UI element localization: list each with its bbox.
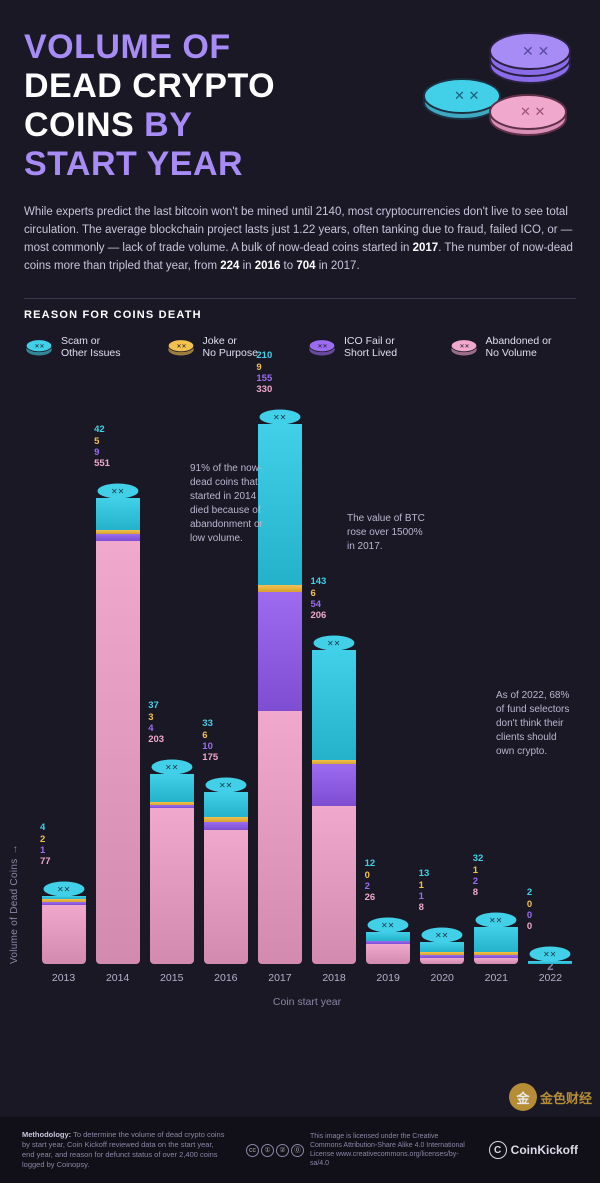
svg-text:✕✕: ✕✕ [219, 781, 232, 790]
svg-text:✕✕: ✕✕ [176, 344, 186, 350]
svg-text:✕ ✕: ✕ ✕ [454, 88, 479, 103]
svg-text:✕✕: ✕✕ [327, 639, 340, 648]
bar-2022: 2✕✕20222000 [525, 961, 576, 964]
svg-text:✕✕: ✕✕ [111, 487, 124, 496]
cc-license: cc①②⓪ This image is licensed under the C… [246, 1132, 471, 1168]
year-label: 2022 [539, 972, 562, 984]
svg-text:✕✕: ✕✕ [35, 344, 45, 350]
footer: Methodology: To determine the volume of … [0, 1117, 600, 1183]
year-label: 2013 [52, 972, 75, 984]
value-labels: 2109155330 [256, 350, 272, 396]
seg-aban [420, 958, 464, 964]
svg-text:✕✕: ✕✕ [435, 931, 448, 940]
coin-icon-scam: ✕✕ [24, 336, 54, 358]
year-label: 2021 [485, 972, 508, 984]
watermark: 金 金色财经 [509, 1083, 592, 1111]
coins-illustration: ✕ ✕ ✕ ✕ ✕ ✕ [400, 20, 580, 150]
svg-text:✕✕: ✕✕ [381, 921, 394, 930]
svg-text:✕✕: ✕✕ [459, 344, 469, 350]
bar-2016: 224✕✕201633610175 [200, 792, 251, 964]
intro-paragraph: While experts predict the last bitcoin w… [24, 204, 576, 275]
y-axis-label: Volume of Dead Coins [9, 844, 20, 964]
bar-2013: 84✕✕201342177 [38, 896, 89, 964]
svg-text:✕ ✕: ✕ ✕ [520, 104, 545, 119]
coin-icon-joke: ✕✕ [166, 336, 196, 358]
seg-ico [204, 822, 248, 830]
coin-icon-aban: ✕✕ [449, 336, 479, 358]
seg-ico [96, 534, 140, 541]
value-labels: 4259551 [94, 424, 110, 470]
chart: Volume of Dead Coins 84✕✕201342177607✕✕2… [24, 384, 576, 1014]
seg-aban [258, 711, 302, 964]
methodology-text: Methodology: To determine the volume of … [22, 1130, 228, 1171]
brand-logo: C CoinKickoff [489, 1141, 578, 1159]
legend-title: REASON FOR COINS DEATH [24, 298, 576, 321]
seg-aban [96, 541, 140, 964]
value-labels: 33610175 [202, 718, 218, 764]
legend-item-scam: ✕✕Scam orOther Issues [24, 335, 152, 360]
callout: The value of BTC rose over 1500% in 2017… [347, 512, 425, 554]
year-label: 2015 [160, 972, 183, 984]
svg-text:✕✕: ✕✕ [318, 344, 328, 350]
bar-2019: 40✕✕2019120226 [363, 932, 414, 964]
value-labels: 13118 [419, 868, 430, 914]
seg-aban [42, 905, 86, 964]
year-label: 2014 [106, 972, 129, 984]
bar-2014: 607✕✕20144259551 [92, 498, 143, 964]
bar-2015: 247✕✕20153734203 [146, 774, 197, 964]
seg-joke [258, 585, 302, 592]
year-label: 2017 [268, 972, 291, 984]
legend-item-ico: ✕✕ICO Fail orShort Lived [307, 335, 435, 360]
svg-text:✕✕: ✕✕ [489, 916, 502, 925]
value-labels: 2000 [527, 887, 532, 933]
seg-aban [204, 830, 248, 964]
seg-aban [366, 944, 410, 964]
cc-icon: cc①②⓪ [246, 1143, 304, 1157]
seg-scam [150, 774, 194, 802]
svg-text:✕✕: ✕✕ [273, 413, 286, 422]
svg-text:✕ ✕: ✕ ✕ [522, 43, 549, 59]
svg-text:✕✕: ✕✕ [57, 885, 70, 894]
year-label: 2016 [214, 972, 237, 984]
seg-scam [96, 498, 140, 530]
value-labels: 120226 [365, 858, 376, 904]
seg-scam [420, 942, 464, 952]
svg-text:✕✕: ✕✕ [165, 763, 178, 772]
legend: ✕✕Scam orOther Issues ✕✕Joke orNo Purpose… [24, 335, 576, 360]
coin-icon-ico: ✕✕ [307, 336, 337, 358]
year-label: 2019 [376, 972, 399, 984]
seg-scam [366, 932, 410, 941]
bar-2021: 43✕✕202132128 [471, 927, 522, 964]
bar-2020: 23✕✕202013118 [417, 942, 468, 964]
seg-scam [204, 792, 248, 817]
seg-aban [474, 958, 518, 964]
callout: As of 2022, 68% of fund selectors don't … [496, 689, 574, 759]
value-labels: 3734203 [148, 700, 164, 746]
bar-2018: 409✕✕2018143654206 [308, 650, 359, 964]
legend-item-joke: ✕✕Joke orNo Purpose [166, 335, 294, 360]
x-axis-label: Coin start year [38, 996, 576, 1008]
svg-text:✕✕: ✕✕ [543, 950, 556, 959]
seg-aban [312, 806, 356, 964]
value-labels: 143654206 [310, 576, 326, 622]
value-labels: 32128 [473, 853, 484, 899]
seg-aban [150, 808, 194, 964]
legend-item-aban: ✕✕Abandoned orNo Volume [449, 335, 577, 360]
year-label: 2018 [322, 972, 345, 984]
seg-scam [528, 961, 572, 964]
seg-ico [312, 764, 356, 805]
seg-scam [474, 927, 518, 952]
callout: 91% of the now-dead coins that started i… [190, 462, 268, 546]
value-labels: 42177 [40, 822, 51, 868]
seg-scam [312, 650, 356, 760]
year-label: 2020 [431, 972, 454, 984]
seg-ico [258, 592, 302, 711]
